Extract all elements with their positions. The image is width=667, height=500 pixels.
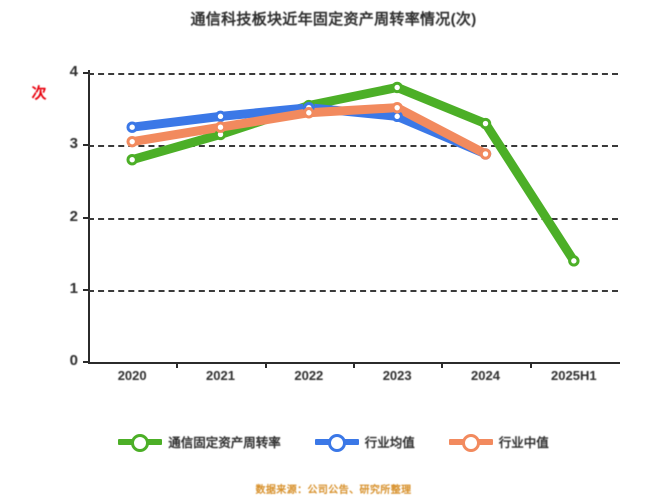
x-tick-mark xyxy=(353,362,355,368)
x-tick-label: 2023 xyxy=(382,368,412,383)
x-tick-label: 2024 xyxy=(471,368,500,383)
legend-marker-icon xyxy=(118,433,163,452)
y-tick-mark xyxy=(83,144,89,147)
legend-label: 行业中值 xyxy=(498,436,549,450)
y-tick-label: 2 xyxy=(69,207,78,225)
y-tick-mark xyxy=(83,72,89,74)
x-tick-mark xyxy=(441,362,444,368)
gridline xyxy=(88,145,618,148)
x-tick-mark xyxy=(176,362,179,368)
legend-label: 通信固定资产周转率 xyxy=(168,436,281,450)
legend-item[interactable]: 行业均值 xyxy=(314,432,415,452)
y-tick-mark xyxy=(83,216,89,219)
y-tick-label: 3 xyxy=(69,135,78,153)
y-tick-label: 4 xyxy=(69,63,78,80)
gridline xyxy=(88,73,618,75)
legend-label: 行业均值 xyxy=(364,436,415,450)
x-tick-label: 2025H1 xyxy=(551,368,597,383)
chart-title: 通信科技板块近年固定资产周转率情况(次) xyxy=(190,11,477,28)
chart-legend: 通信固定资产周转率 行业均值 行业中值 xyxy=(0,432,667,452)
y-tick-mark xyxy=(83,288,89,291)
x-tick-label: 2022 xyxy=(294,368,324,383)
legend-marker-icon xyxy=(314,433,359,452)
plot-area xyxy=(88,73,618,362)
x-tick-mark xyxy=(264,362,267,368)
x-tick-mark xyxy=(529,362,532,368)
y-axis-unit-label: 次 xyxy=(31,85,47,102)
x-tick-label: 2021 xyxy=(206,368,235,383)
gridline xyxy=(88,289,618,292)
y-tick-mark xyxy=(83,361,89,363)
y-tick-label: 0 xyxy=(69,352,78,369)
legend-item[interactable]: 通信固定资产周转率 xyxy=(118,432,281,452)
legend-item[interactable]: 行业中值 xyxy=(448,432,549,452)
y-tick-label: 1 xyxy=(69,279,78,297)
x-tick-label: 2020 xyxy=(117,368,147,383)
source-watermark: 数据来源：公司公告、研究所整理 xyxy=(255,485,412,496)
y-axis-line xyxy=(88,70,90,364)
legend-marker-icon xyxy=(448,433,493,452)
gridline xyxy=(88,217,618,220)
